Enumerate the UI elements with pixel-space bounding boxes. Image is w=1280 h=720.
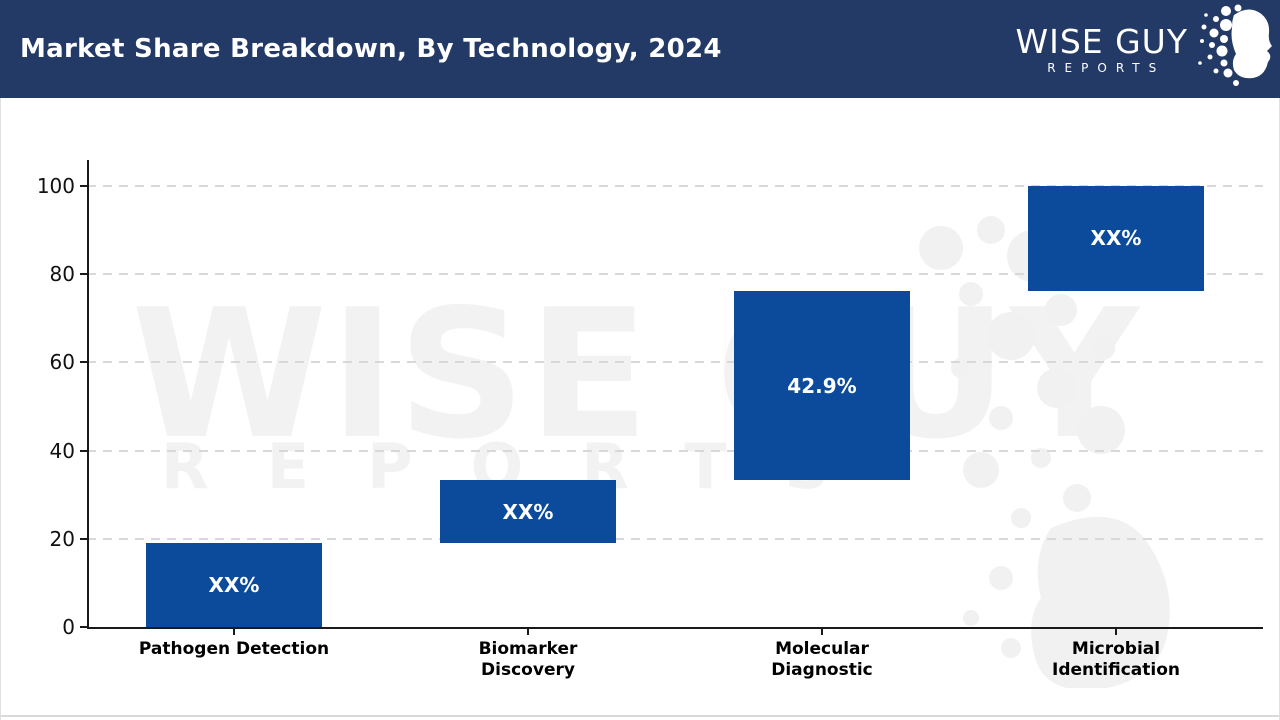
y-axis-tick-mark bbox=[80, 185, 87, 187]
x-axis-category-label: Biomarker Discovery bbox=[478, 639, 578, 681]
y-axis-tick-label: 60 bbox=[49, 350, 75, 375]
brand-logo: WISE GUY REPORTS bbox=[1015, 3, 1272, 95]
bar-pathogen-detection: XX% bbox=[146, 543, 322, 627]
brand-subname: REPORTS bbox=[1047, 60, 1166, 75]
gridline-y60 bbox=[87, 361, 1263, 364]
gridline-y40 bbox=[87, 449, 1263, 452]
bar-value-label: XX% bbox=[502, 499, 554, 524]
page-title: Market Share Breakdown, By Technology, 2… bbox=[20, 34, 722, 64]
x-axis-line bbox=[87, 627, 1263, 629]
y-axis-tick-label: 0 bbox=[62, 615, 75, 639]
brand-logo-text: WISE GUY REPORTS bbox=[1015, 25, 1188, 74]
x-axis-tick-mark bbox=[1115, 629, 1117, 635]
y-axis-tick-label: 20 bbox=[49, 526, 75, 551]
watermark-brand-text: WISE GUY bbox=[131, 271, 1141, 478]
y-axis-tick-label: 80 bbox=[49, 262, 75, 287]
bar-biomarker-discovery: XX% bbox=[440, 480, 616, 544]
chart-canvas: WISE GUY REPORTS 0 20 40 60 80 100 XX% Pathogen… bbox=[0, 98, 1280, 720]
x-axis-tick-mark bbox=[821, 629, 823, 635]
head-profile-logo-icon bbox=[1198, 4, 1272, 86]
y-axis-tick-mark bbox=[80, 361, 87, 364]
y-axis-tick-label: 100 bbox=[36, 174, 75, 198]
y-axis-line bbox=[87, 160, 89, 629]
x-axis-category-label: Molecular Diagnostic bbox=[771, 639, 873, 681]
bar-microbial-identification: XX% bbox=[1028, 186, 1204, 291]
x-axis-category-label: Pathogen Detection bbox=[138, 639, 330, 659]
y-axis-tick-mark bbox=[80, 273, 87, 276]
y-axis-tick-label: 40 bbox=[49, 438, 75, 463]
y-axis-tick-mark bbox=[80, 537, 87, 540]
gridline-y80 bbox=[87, 273, 1263, 276]
gridline-y100 bbox=[87, 185, 1263, 187]
bottom-border-line bbox=[1, 715, 1279, 717]
brand-name: WISE GUY bbox=[1015, 21, 1188, 61]
y-axis-tick-mark bbox=[80, 449, 87, 452]
bar-molecular-diagnostic: 42.9% bbox=[734, 290, 910, 481]
gridline-y20 bbox=[87, 537, 1263, 540]
x-axis-tick-mark bbox=[233, 629, 235, 635]
x-axis-tick-mark bbox=[527, 629, 529, 635]
header-bar: Market Share Breakdown, By Technology, 2… bbox=[0, 0, 1280, 98]
bar-value-label: 42.9% bbox=[787, 373, 857, 398]
bar-value-label: XX% bbox=[208, 573, 260, 598]
bar-value-label: XX% bbox=[1090, 226, 1142, 251]
y-axis-tick-mark bbox=[80, 626, 87, 628]
x-axis-category-label: Microbial Identification bbox=[1052, 639, 1180, 681]
